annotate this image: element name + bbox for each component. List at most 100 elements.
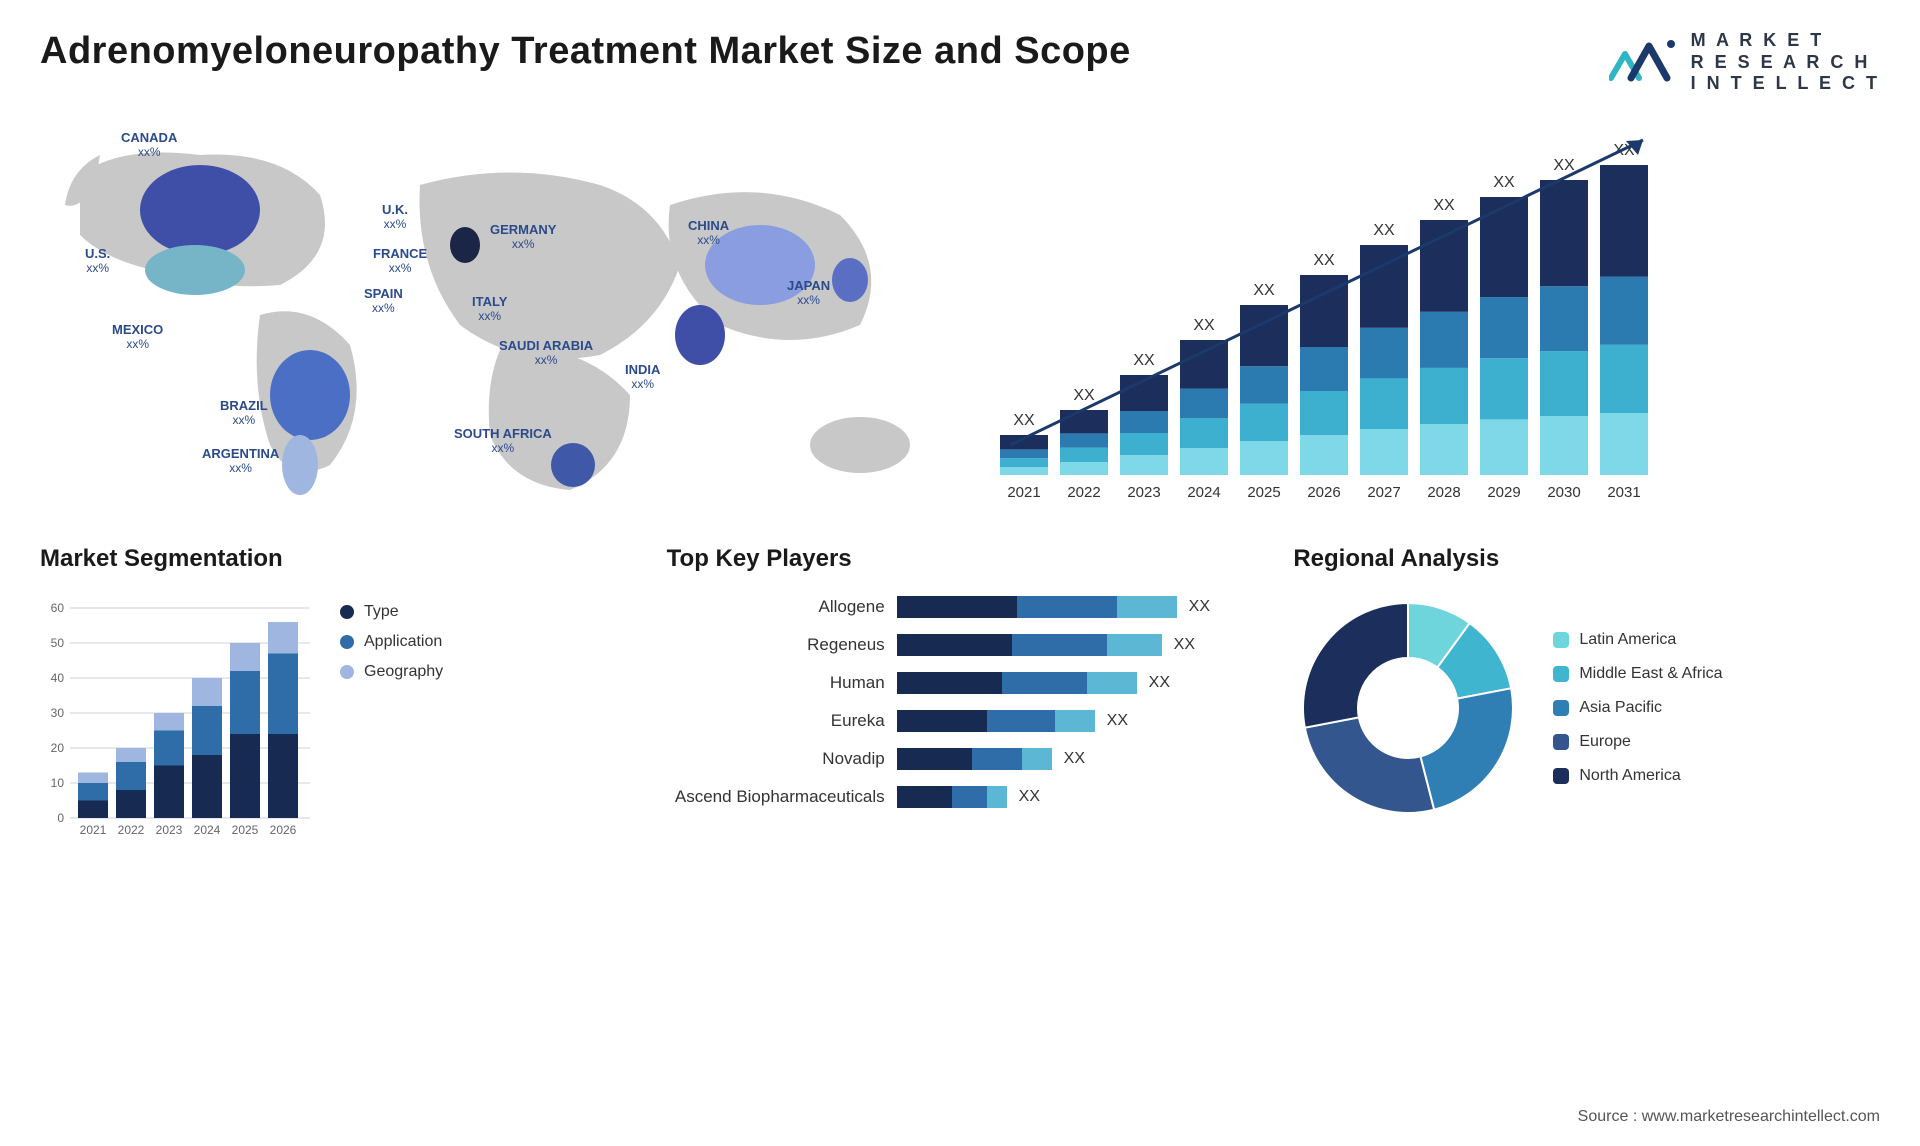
growth-bar-segment: [1240, 403, 1288, 440]
donut-slice: [1305, 717, 1434, 813]
logo-line2: R E S E A R C H: [1691, 52, 1880, 74]
logo-icon: [1609, 36, 1679, 88]
legend-label: Middle East & Africa: [1579, 665, 1722, 683]
player-bar-segment: [897, 672, 1002, 694]
player-bar-segment: [1017, 596, 1117, 618]
player-bar: [897, 748, 1052, 770]
growth-bar-segment: [1420, 368, 1468, 424]
legend-label: Asia Pacific: [1579, 699, 1662, 717]
growth-bar-segment: [1060, 447, 1108, 461]
growth-bar-segment: [1480, 419, 1528, 475]
legend-label: Europe: [1579, 733, 1631, 751]
player-bar: [897, 710, 1095, 732]
growth-bar-segment: [1540, 351, 1588, 416]
growth-bar-segment: [1060, 433, 1108, 447]
growth-bar-segment: [1180, 340, 1228, 389]
growth-bar-segment: [1600, 345, 1648, 413]
legend-dot-icon: [1553, 734, 1569, 750]
regional-section: Regional Analysis Latin AmericaMiddle Ea…: [1293, 545, 1880, 843]
seg-y-tick: 10: [51, 776, 65, 790]
donut-slice: [1303, 603, 1408, 728]
player-value: XX: [1149, 674, 1170, 692]
legend-label: Geography: [364, 663, 443, 681]
growth-bar-segment: [1600, 165, 1648, 277]
growth-bar-segment: [1540, 286, 1588, 351]
growth-bar-segment: [1600, 413, 1648, 475]
regional-legend-item: Latin America: [1553, 631, 1722, 649]
key-players-section: Top Key Players AllogeneXXRegeneusXXHuma…: [667, 545, 1254, 843]
growth-bar-segment: [1060, 410, 1108, 433]
seg-y-tick: 60: [51, 601, 65, 615]
regional-legend-item: North America: [1553, 767, 1722, 785]
player-label: Ascend Biopharmaceuticals: [667, 787, 897, 807]
player-label: Novadip: [667, 749, 897, 769]
legend-dot-icon: [340, 635, 354, 649]
seg-bar-segment: [268, 734, 298, 818]
seg-bar-segment: [268, 653, 298, 734]
legend-label: Type: [364, 603, 399, 621]
growth-bar-value: XX: [1313, 252, 1335, 269]
logo-line1: M A R K E T: [1691, 30, 1880, 52]
growth-bar-value: XX: [1553, 157, 1575, 174]
seg-legend-item: Type: [340, 603, 443, 621]
seg-year-label: 2024: [194, 823, 221, 837]
growth-year-label: 2031: [1607, 484, 1640, 501]
country-label: ITALYxx%: [472, 295, 507, 324]
seg-bar-segment: [192, 755, 222, 818]
player-bar: [897, 786, 1007, 808]
player-label: Eureka: [667, 711, 897, 731]
player-bar-segment: [1012, 634, 1107, 656]
segmentation-chart: 0102030405060202120222023202420252026: [40, 593, 320, 843]
growth-bar-segment: [1180, 388, 1228, 418]
seg-y-tick: 50: [51, 636, 65, 650]
growth-year-label: 2021: [1007, 484, 1040, 501]
country-label: GERMANYxx%: [490, 223, 556, 252]
country-label: FRANCExx%: [373, 247, 427, 276]
country-label: MEXICOxx%: [112, 323, 163, 352]
seg-bar-segment: [230, 643, 260, 671]
segmentation-title: Market Segmentation: [40, 545, 627, 573]
growth-year-label: 2029: [1487, 484, 1520, 501]
seg-bar-segment: [154, 765, 184, 818]
growth-bar-value: XX: [1193, 317, 1215, 334]
growth-year-label: 2025: [1247, 484, 1280, 501]
seg-bar-segment: [116, 748, 146, 762]
player-bar-segment: [897, 596, 1017, 618]
player-value: XX: [1107, 712, 1128, 730]
growth-bar-segment: [1480, 297, 1528, 358]
seg-bar-segment: [154, 713, 184, 731]
player-bar-segment: [1022, 748, 1052, 770]
player-bar: [897, 596, 1177, 618]
growth-bar-segment: [1360, 429, 1408, 475]
player-value: XX: [1189, 598, 1210, 616]
seg-year-label: 2023: [156, 823, 183, 837]
growth-bar-segment: [1300, 347, 1348, 391]
growth-bar-segment: [1180, 448, 1228, 475]
segmentation-section: Market Segmentation 01020304050602021202…: [40, 545, 627, 843]
growth-bar-value: XX: [1133, 352, 1155, 369]
growth-year-label: 2030: [1547, 484, 1580, 501]
segmentation-legend: TypeApplicationGeography: [340, 593, 443, 681]
regional-legend-item: Asia Pacific: [1553, 699, 1722, 717]
seg-y-tick: 20: [51, 741, 65, 755]
seg-bar-segment: [154, 730, 184, 765]
growth-bar-segment: [1300, 435, 1348, 475]
growth-bar-segment: [1360, 378, 1408, 429]
donut-slice: [1421, 688, 1514, 809]
growth-bar-segment: [1480, 197, 1528, 297]
country-label: ARGENTINAxx%: [202, 447, 279, 476]
seg-year-label: 2022: [118, 823, 145, 837]
player-bar-segment: [1087, 672, 1137, 694]
seg-bar-segment: [116, 790, 146, 818]
player-value: XX: [1174, 636, 1195, 654]
growth-bar-segment: [1420, 220, 1468, 312]
player-row: RegeneusXX: [667, 631, 1254, 659]
seg-bar-segment: [78, 772, 108, 783]
growth-bar-segment: [1420, 424, 1468, 475]
player-row: NovadipXX: [667, 745, 1254, 773]
player-bar-segment: [897, 748, 972, 770]
legend-dot-icon: [1553, 632, 1569, 648]
growth-bar-segment: [1360, 328, 1408, 379]
player-bar: [897, 634, 1162, 656]
seg-y-tick: 30: [51, 706, 65, 720]
